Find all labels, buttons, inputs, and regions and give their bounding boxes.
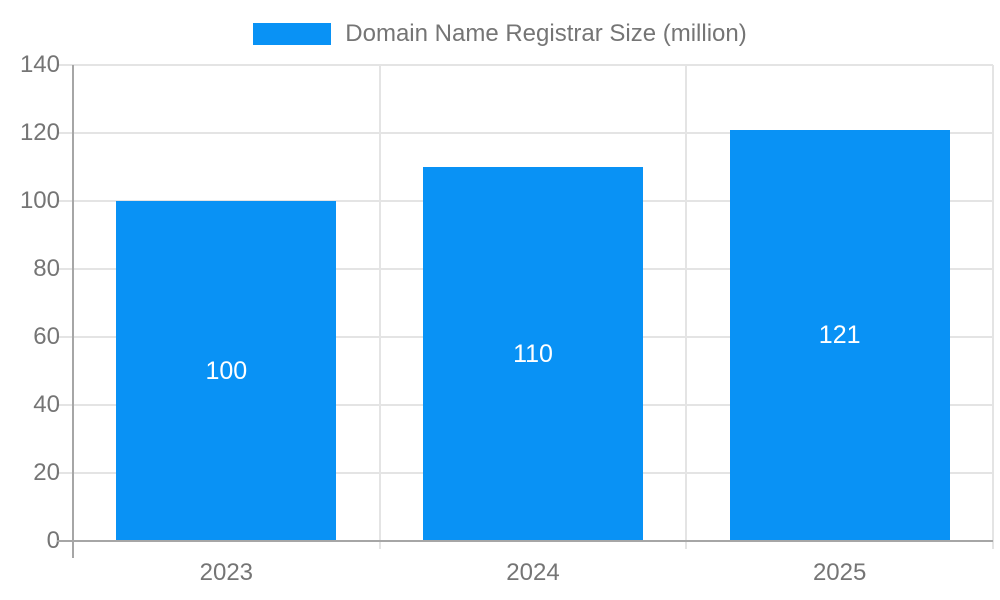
y-tick-label: 100 [19,187,60,214]
bar-value-label: 110 [513,339,553,368]
y-tick-label: 60 [33,323,60,350]
h-gridline [57,132,993,134]
bar-value-label: 121 [818,320,861,349]
y-tick-label: 120 [19,119,60,146]
bar-2025[interactable]: 121 [729,129,950,541]
y-tick-label: 140 [19,51,60,78]
y-tick-label: 20 [33,459,60,486]
legend-swatch-icon [253,23,332,45]
bar-2023[interactable]: 100 [116,201,337,541]
y-tick-label: 40 [33,391,60,418]
v-gridline [378,65,381,549]
x-axis-line [57,540,993,542]
y-tick-label: 0 [46,527,60,554]
x-tick-label-2024: 2024 [506,559,560,586]
v-gridline [992,65,994,549]
y-tick-label: 80 [33,255,60,282]
y-axis-line [72,65,74,558]
v-gridline [685,65,688,549]
bar-2024[interactable]: 110 [423,167,643,541]
legend-label: Domain Name Registrar Size (million) [345,20,747,47]
x-tick-label-2023: 2023 [199,559,254,586]
h-gridline [57,64,993,66]
chart-legend[interactable]: Domain Name Registrar Size (million) [0,18,1000,50]
bar-value-label: 100 [205,356,248,385]
x-tick-label-2025: 2025 [812,559,867,586]
